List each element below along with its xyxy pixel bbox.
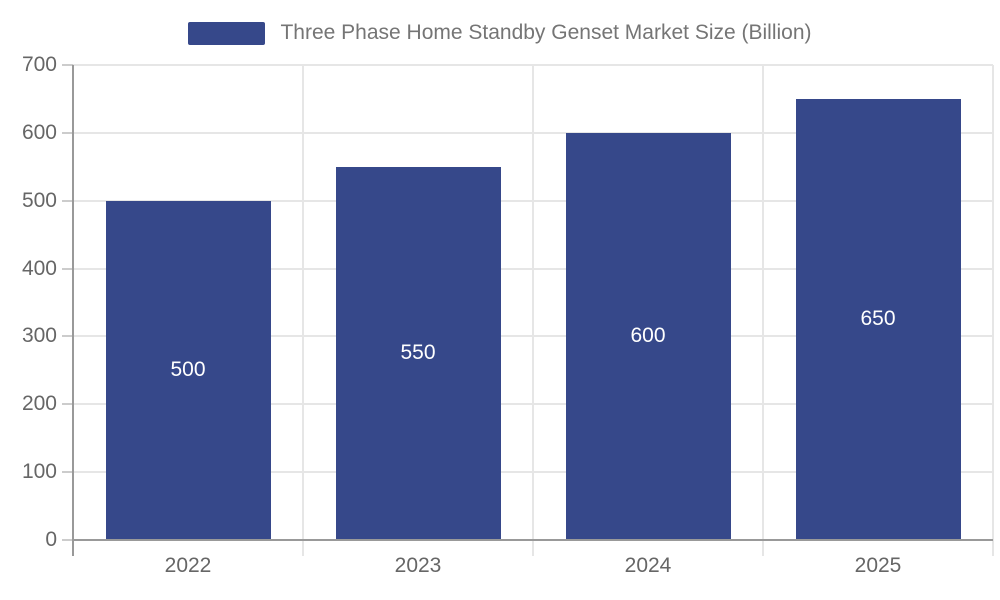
bar-value-label: 650 [860, 307, 896, 331]
y-tick-400 [62, 267, 73, 270]
y-tick-label-200: 200 [21, 392, 57, 416]
y-tick-label-100: 100 [21, 460, 57, 484]
chart-legend: Three Phase Home Standby Genset Market S… [0, 18, 1000, 48]
y-tick-600 [62, 131, 73, 134]
plot-area: 500 550 600 650 [73, 64, 994, 556]
y-tick-500 [62, 199, 73, 202]
y-tick-label-300: 300 [21, 324, 57, 348]
y-tick-100 [62, 471, 73, 474]
x-tick-label-2022: 2022 [164, 554, 212, 577]
y-tick-0 [62, 539, 73, 541]
x-tick-label-2025: 2025 [854, 554, 902, 577]
y-tick-300 [62, 335, 73, 338]
y-tick-label-0: 0 [45, 528, 57, 551]
bar-2022[interactable]: 500 [105, 200, 271, 540]
y-tick-label-400: 400 [21, 256, 57, 280]
y-tick-700 [62, 64, 73, 66]
gridline-x-3 [762, 65, 764, 556]
x-tick-label-2024: 2024 [624, 554, 672, 577]
x-axis-line [73, 539, 993, 541]
bar-2024[interactable]: 600 [565, 132, 731, 540]
bar-value-label: 500 [170, 358, 206, 382]
bar-value-label: 600 [630, 324, 666, 348]
gridline-x-1 [302, 65, 304, 556]
legend-label: Three Phase Home Standby Genset Market S… [280, 21, 812, 44]
legend-item[interactable]: Three Phase Home Standby Genset Market S… [188, 21, 812, 45]
y-axis-line [72, 65, 74, 556]
x-tick-label-2023: 2023 [394, 554, 442, 577]
y-tick-label-500: 500 [21, 188, 57, 212]
bar-2025[interactable]: 650 [795, 98, 961, 540]
bar-2023[interactable]: 550 [335, 166, 501, 540]
y-tick-200 [62, 403, 73, 406]
y-tick-label-600: 600 [21, 120, 57, 144]
gridline-x-4 [992, 65, 994, 556]
y-tick-label-700: 700 [21, 53, 57, 76]
bar-value-label: 550 [400, 341, 436, 365]
legend-swatch [188, 21, 266, 45]
gridline-x-2 [532, 65, 534, 556]
